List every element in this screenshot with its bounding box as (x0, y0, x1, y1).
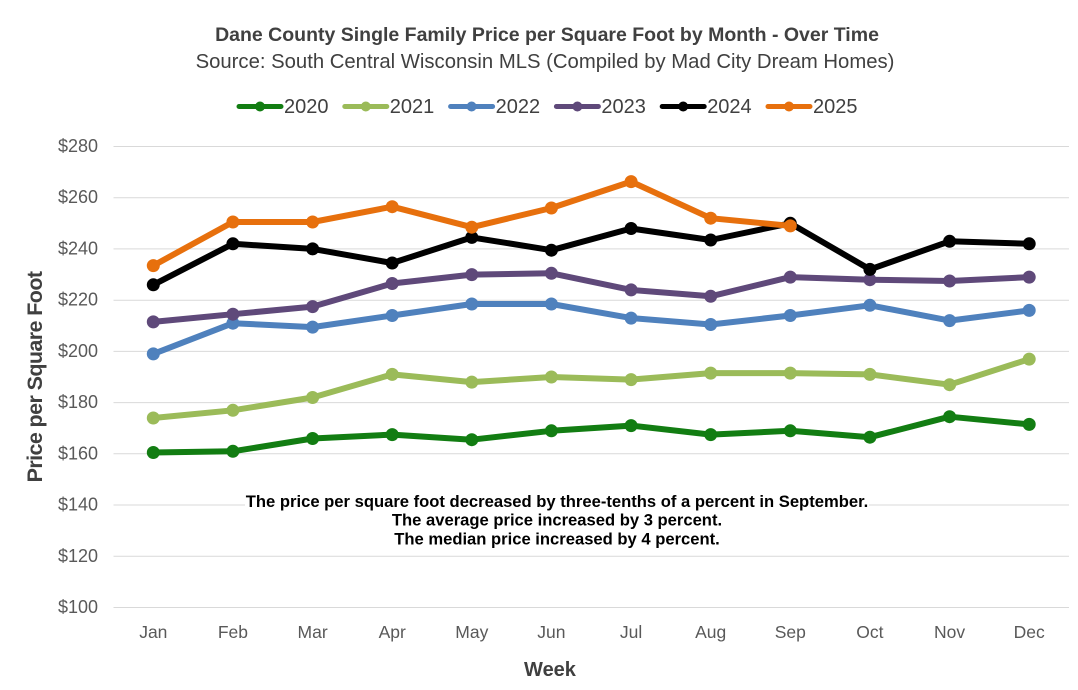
svg-text:The median price increased by: The median price increased by 4 percent. (394, 529, 720, 548)
svg-text:2021: 2021 (390, 96, 435, 118)
svg-text:$100: $100 (58, 597, 98, 617)
svg-text:2020: 2020 (284, 96, 329, 118)
svg-text:2025: 2025 (813, 96, 858, 118)
svg-text:Dec: Dec (1014, 622, 1045, 642)
svg-text:Source: South Central Wisconsi: Source: South Central Wisconsin MLS (Com… (196, 51, 895, 73)
svg-text:Jul: Jul (620, 622, 642, 642)
svg-text:2024: 2024 (707, 96, 752, 118)
svg-text:$260: $260 (58, 187, 98, 207)
svg-text:Week: Week (524, 659, 577, 681)
svg-text:2022: 2022 (496, 96, 540, 118)
svg-text:Sep: Sep (775, 622, 806, 642)
svg-text:Price per Square Foot: Price per Square Foot (23, 271, 47, 482)
svg-text:Aug: Aug (695, 622, 726, 642)
svg-text:$180: $180 (58, 392, 98, 412)
svg-text:Nov: Nov (934, 622, 965, 642)
svg-text:May: May (455, 622, 488, 642)
svg-text:$140: $140 (58, 495, 98, 515)
svg-text:Jan: Jan (139, 622, 167, 642)
svg-text:$120: $120 (58, 546, 98, 566)
svg-text:$220: $220 (58, 290, 98, 310)
svg-text:2023: 2023 (601, 96, 646, 118)
svg-text:The price per square foot decr: The price per square foot decreased by t… (246, 492, 868, 511)
svg-text:Oct: Oct (856, 622, 883, 642)
svg-text:Feb: Feb (218, 622, 248, 642)
svg-text:$240: $240 (58, 238, 98, 258)
svg-text:Dane County Single Family Pric: Dane County Single Family Price per Squa… (215, 24, 879, 46)
svg-text:$160: $160 (58, 443, 98, 463)
svg-text:$200: $200 (58, 341, 98, 361)
svg-text:The average price increased by: The average price increased by 3 percent… (392, 511, 722, 530)
svg-text:$280: $280 (58, 136, 98, 156)
svg-text:Jun: Jun (537, 622, 565, 642)
svg-text:Apr: Apr (379, 622, 406, 642)
svg-text:Mar: Mar (298, 622, 328, 642)
